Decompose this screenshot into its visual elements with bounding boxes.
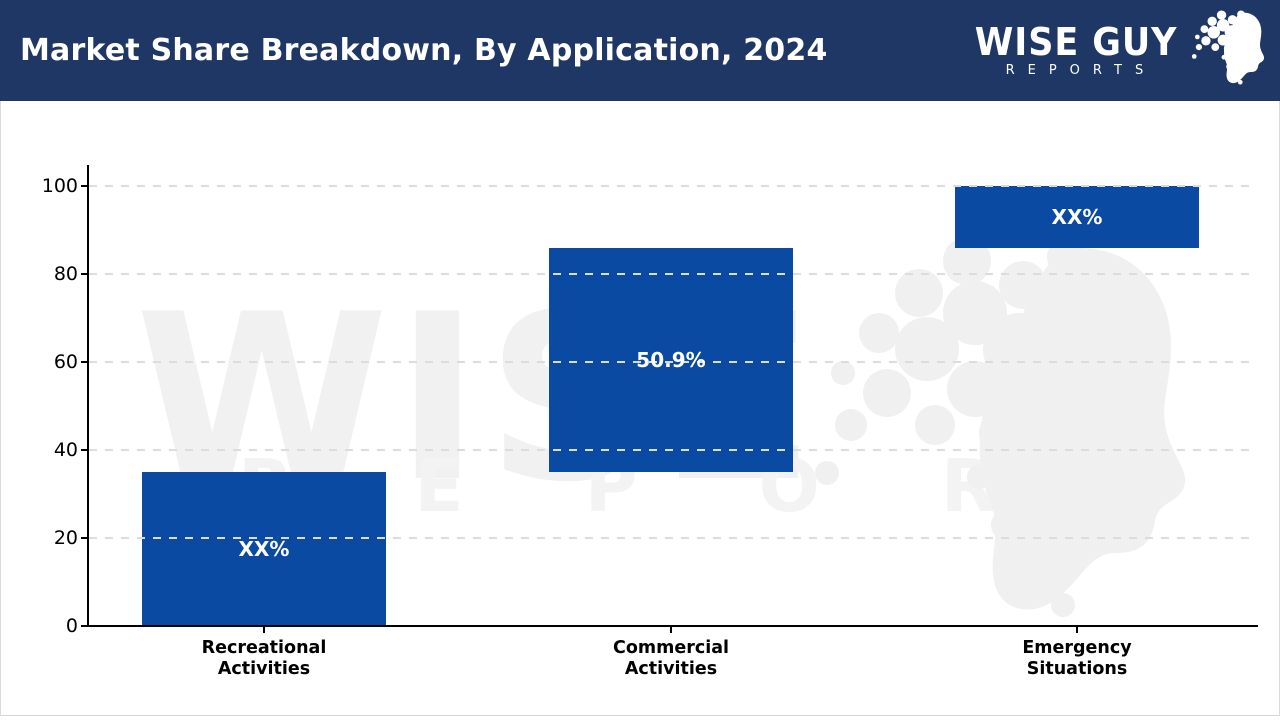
gridline-60 [89,361,1256,363]
x-tick-mark-2 [1076,627,1078,633]
x-tick-mark-1 [670,627,672,633]
y-tick-label-0: 0 [65,615,78,637]
bar-value-label-1: 50.9% [636,348,706,373]
y-axis-line [87,165,89,627]
y-tick-label-20: 20 [53,527,78,549]
header-bar: Market Share Breakdown, By Application, … [0,0,1280,101]
logo-sub-text: REPORTS [1005,63,1157,78]
x-category-label-2: Emergency Situations [1022,638,1132,679]
x-tick-mark-0 [263,627,265,633]
bar-1 [549,248,793,472]
y-tick-mark-40 [81,449,88,451]
gridline-100 [89,185,1256,187]
y-tick-mark-60 [81,361,88,363]
logo-text: WISE GUY REPORTS [966,23,1186,78]
y-tick-label-80: 80 [53,263,78,285]
gridline-80 [89,273,1256,275]
y-tick-label-40: 40 [53,439,78,461]
y-tick-label-60: 60 [53,351,78,373]
bar-value-label-2: XX% [1051,205,1103,230]
gridline-40 [89,449,1256,451]
y-tick-mark-80 [81,273,88,275]
x-category-label-0: Recreational Activities [201,638,327,679]
x-axis-line [87,625,1258,627]
x-category-label-1: Commercial Activities [612,638,729,679]
page-border-bottom [0,715,1280,716]
wise-guy-logo: WISE GUY REPORTS [966,7,1280,95]
logo-brand-text: WISE GUY [974,20,1178,64]
bar-2 [955,186,1199,249]
y-tick-mark-20 [81,537,88,539]
dotted-head-icon [1191,9,1265,85]
bar-value-label-0: XX% [238,537,290,561]
gridline-20 [89,537,1256,539]
y-tick-mark-0 [81,625,88,627]
watermark-head-icon [815,237,1186,617]
page-title: Market Share Breakdown, By Application, … [20,33,828,68]
y-tick-label-100: 100 [41,175,78,197]
y-tick-mark-100 [81,185,88,187]
bar-0 [142,472,386,626]
page-border-left [0,101,1,716]
